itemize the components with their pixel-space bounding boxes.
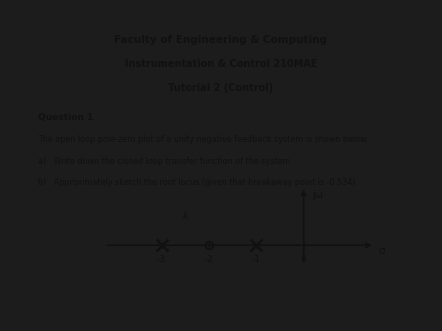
Text: σ: σ: [378, 246, 385, 256]
Text: The open loop pole-zero plot of a unity negative feedback system is shown below.: The open loop pole-zero plot of a unity …: [38, 135, 369, 144]
Text: jω: jω: [312, 190, 323, 200]
Text: 0: 0: [301, 255, 307, 264]
Text: -2: -2: [205, 255, 213, 264]
Text: Faculty of Engineering & Computing: Faculty of Engineering & Computing: [114, 35, 328, 45]
Text: Instrumentation & Control 210MAE: Instrumentation & Control 210MAE: [125, 59, 317, 69]
Text: Question 1: Question 1: [38, 113, 93, 122]
Text: -1: -1: [252, 255, 261, 264]
Text: Tutorial 2 (Control): Tutorial 2 (Control): [168, 83, 274, 93]
Text: a)   Write down the closed loop transfer function of the system.: a) Write down the closed loop transfer f…: [38, 157, 293, 166]
Text: -3: -3: [157, 255, 166, 264]
Text: b)   Approximately sketch the root locus (given that breakaway point is -0.534).: b) Approximately sketch the root locus (…: [38, 178, 358, 187]
Text: k: k: [183, 211, 188, 221]
